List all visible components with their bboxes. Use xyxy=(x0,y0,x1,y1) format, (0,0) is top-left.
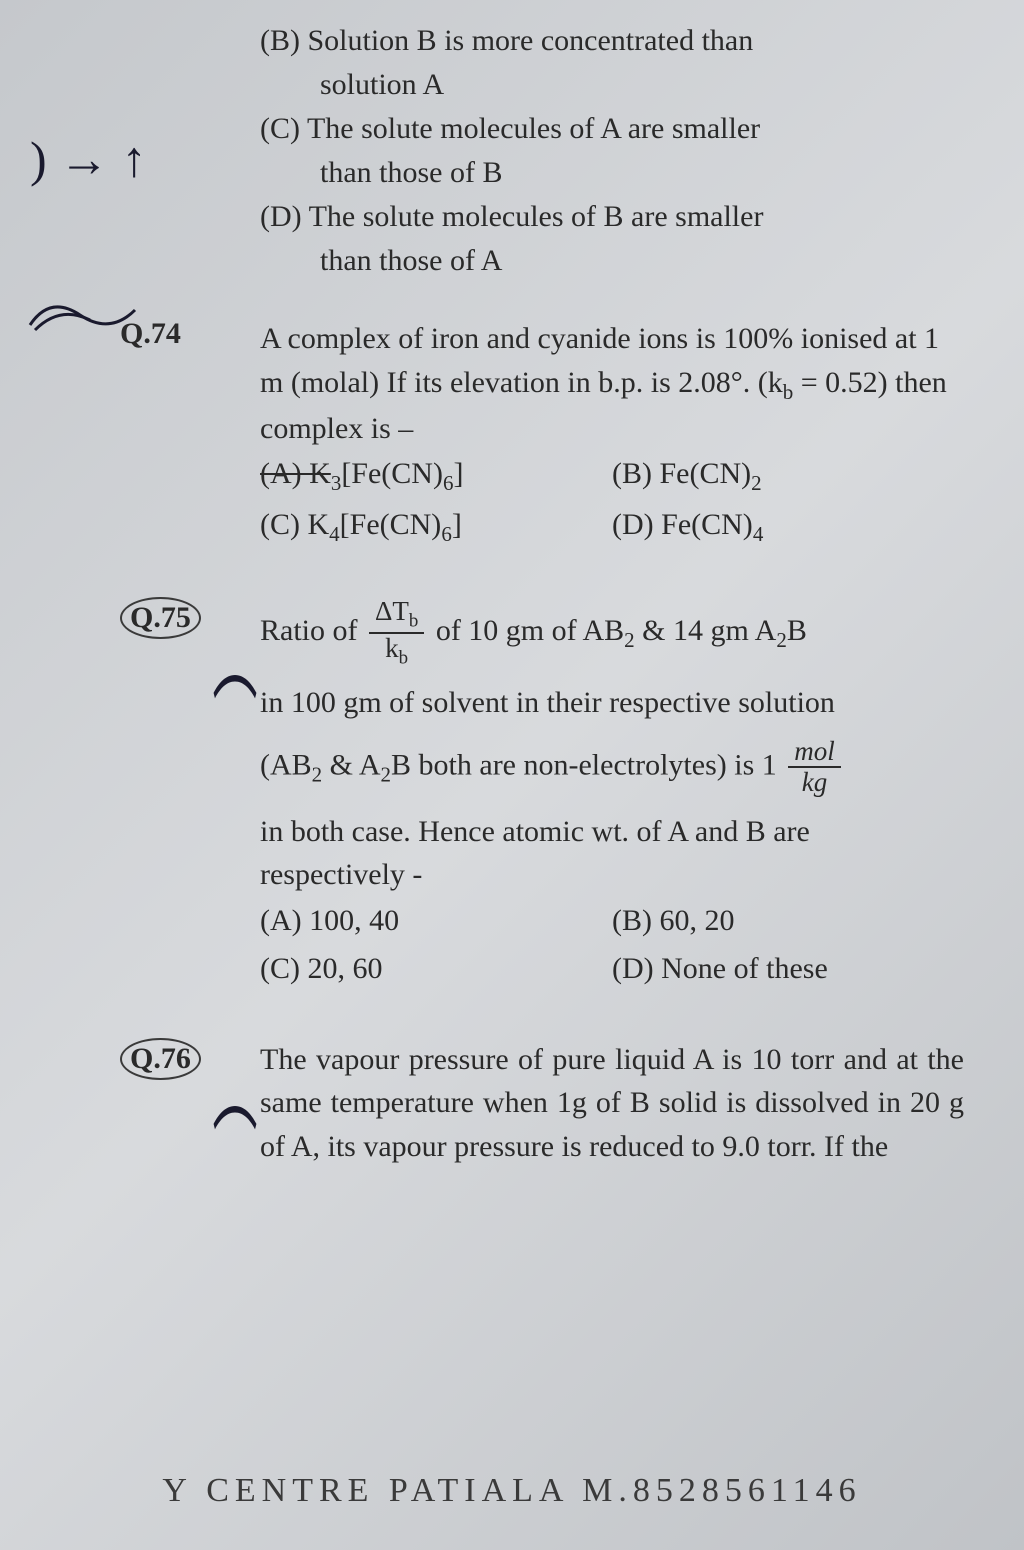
q74-c-end: ] xyxy=(452,508,462,541)
question-74: Q.74 A complex of iron and cyanide ions … xyxy=(120,317,964,552)
q74-d-pre: (D) Fe(CN) xyxy=(612,508,753,541)
q75-number: Q.75 xyxy=(120,597,201,639)
q74-b-pre: (B) Fe(CN) xyxy=(612,457,751,490)
q75-l3b: & A xyxy=(322,748,380,781)
q75-line5: respectively - xyxy=(120,853,964,897)
top-options: (B) Solution B is more concentrated than… xyxy=(120,20,964,282)
q74-number: Q.74 xyxy=(120,317,181,351)
q75-fraction: ΔTbkb xyxy=(369,597,424,669)
q74-a-pre: (A) K xyxy=(260,457,331,490)
q75-opt-d: (D) None of these xyxy=(612,945,964,993)
footer-text: Y CENTRE PATIALA M.8528561146 xyxy=(0,1472,1024,1510)
q74-c-post: [Fe(CN) xyxy=(340,508,442,541)
q76-number-text: Q.76 xyxy=(120,1038,201,1080)
arrow-annotation: ) → ↑ xyxy=(30,130,147,188)
q74-opt-a: (A) K3[Fe(CN)6] xyxy=(260,450,612,501)
q74-a-post: [Fe(CN) xyxy=(341,457,443,490)
q75-number-text: Q.75 xyxy=(120,597,201,639)
q75-mol-kg: molkg xyxy=(788,737,841,798)
q75-curve-icon: ⌒ xyxy=(213,647,258,777)
option-d: (D) The solute molecules of B are smalle… xyxy=(120,196,964,238)
q75-t2: of 10 gm of AB xyxy=(436,614,624,647)
q75-l3c: B both are non-electrolytes) is 1 xyxy=(391,748,777,781)
q74-opt-d: (D) Fe(CN)4 xyxy=(612,501,964,552)
option-c-cont: than those of B xyxy=(120,152,964,194)
option-b-cont: solution A xyxy=(120,64,964,106)
q76-curve-icon: ⌒ xyxy=(213,1078,258,1208)
q75-t1: Ratio of xyxy=(260,614,365,647)
q75-l3a: (AB xyxy=(260,748,312,781)
q75-t3: & 14 gm A xyxy=(635,614,777,647)
q75-opt-b: (B) 60, 20 xyxy=(612,897,964,945)
option-c: (C) The solute molecules of A are smalle… xyxy=(120,108,964,150)
question-76: Q.76 ⌒ The vapour pressure of pure liqui… xyxy=(120,1038,964,1169)
q74-text: A complex of iron and cyanide ions is 10… xyxy=(120,317,964,450)
question-75: Q.75 ⌒ Ratio of ΔTbkb of 10 gm of AB2 & … xyxy=(120,597,964,993)
q75-options-row1: (A) 100, 40 (B) 60, 20 xyxy=(120,897,964,945)
q74-a-end: ] xyxy=(453,457,463,490)
q74-opt-b: (B) Fe(CN)2 xyxy=(612,450,964,501)
q75-line4: in both case. Hence atomic wt. of A and … xyxy=(120,810,964,854)
q74-options-row2: (C) K4[Fe(CN)6] (D) Fe(CN)4 xyxy=(120,501,964,552)
q75-t4: B xyxy=(787,614,807,647)
page-content: ) → ↑ (B) Solution B is more concentrate… xyxy=(0,0,1024,1550)
q74-c-pre: (C) K xyxy=(260,508,329,541)
option-b: (B) Solution B is more concentrated than xyxy=(120,20,964,62)
q74-opt-c: (C) K4[Fe(CN)6] xyxy=(260,501,612,552)
q75-opt-c: (C) 20, 60 xyxy=(260,945,612,993)
q76-number: Q.76 xyxy=(120,1038,201,1080)
q75-opt-a: (A) 100, 40 xyxy=(260,897,612,945)
option-d-cont: than those of A xyxy=(120,240,964,282)
q75-options-row2: (C) 20, 60 (D) None of these xyxy=(120,945,964,993)
q74-options-row1: (A) K3[Fe(CN)6] (B) Fe(CN)2 xyxy=(120,450,964,501)
